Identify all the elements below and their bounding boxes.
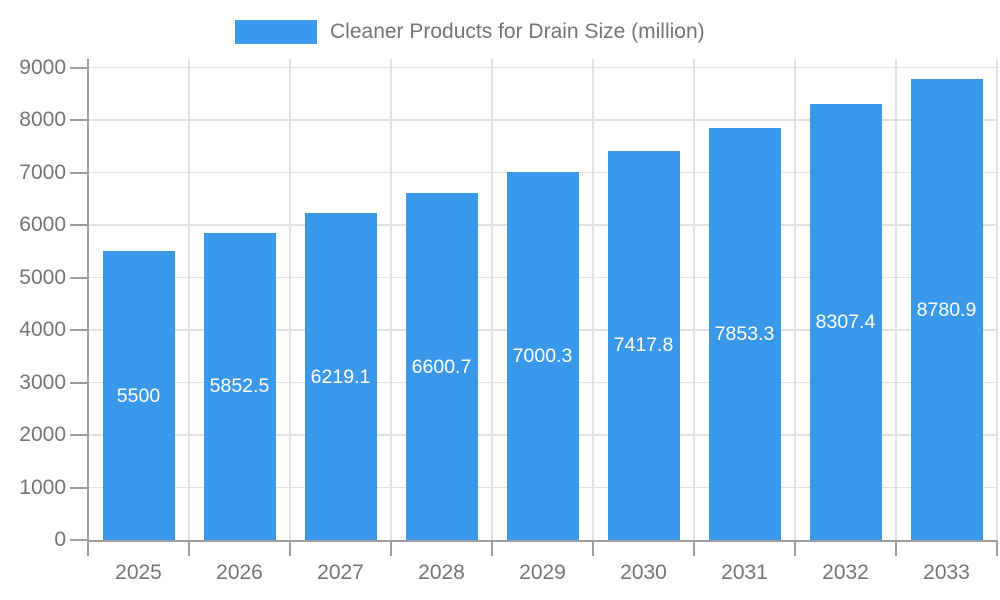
y-axis-tick-label: 3000: [19, 370, 66, 394]
bar[interactable]: [203, 232, 276, 540]
bar-value-label: 7000.3: [512, 345, 573, 368]
x-gridline: [188, 59, 190, 540]
x-tick-mark: [289, 540, 291, 556]
y-gridline: [88, 66, 997, 69]
x-axis-tick-label: 2027: [317, 561, 364, 584]
bar-value-label: 6600.7: [411, 355, 472, 378]
x-tick-mark: [592, 540, 594, 556]
bar[interactable]: [809, 103, 882, 540]
y-tick-mark: [70, 276, 88, 279]
y-axis-tick-label: 6000: [19, 213, 66, 236]
x-tick-mark: [188, 540, 190, 556]
x-axis-tick-label: 2026: [216, 561, 263, 584]
x-axis-tick-label: 2032: [822, 561, 869, 584]
bar-value-label: 8307.4: [815, 310, 876, 333]
x-gridline: [693, 59, 695, 540]
bar[interactable]: [304, 213, 377, 540]
y-tick-mark: [70, 329, 88, 331]
y-tick-mark: [70, 224, 88, 226]
y-tick-mark: [70, 66, 88, 69]
x-axis-tick-label: 2030: [620, 561, 667, 584]
x-axis-tick-label: 2033: [923, 561, 970, 584]
bar[interactable]: [506, 172, 579, 540]
y-tick-mark: [70, 381, 88, 384]
y-tick-mark: [70, 434, 88, 436]
bar-value-label: 5852.5: [209, 375, 270, 398]
legend-swatch-icon: [235, 20, 317, 44]
y-axis-tick-label: 9000: [19, 55, 66, 79]
x-gridline: [289, 59, 291, 540]
x-axis-tick-label: 2029: [519, 561, 566, 584]
y-tick-mark: [70, 119, 88, 121]
bar[interactable]: [708, 127, 781, 540]
y-gridline: [88, 119, 997, 121]
y-tick-mark: [70, 539, 88, 541]
bar[interactable]: [405, 193, 478, 540]
x-gridline: [794, 59, 796, 540]
bar-value-label: 5500: [116, 384, 161, 407]
y-axis-tick-label: 5000: [19, 265, 66, 289]
x-gridline: [996, 59, 998, 540]
bar[interactable]: [910, 79, 983, 540]
x-gridline: [895, 59, 897, 540]
x-tick-mark: [390, 540, 392, 556]
bar-value-label: 7417.8: [613, 334, 674, 357]
x-axis-tick-label: 2025: [115, 561, 162, 584]
x-tick-mark: [895, 540, 897, 556]
y-axis-tick-label: 1000: [19, 475, 66, 499]
y-axis-tick-label: 8000: [19, 108, 66, 131]
x-tick-mark: [693, 540, 695, 556]
y-tick-mark: [70, 486, 88, 489]
bar-value-label: 6219.1: [310, 365, 371, 388]
y-tick-mark: [70, 171, 88, 174]
bar[interactable]: [102, 251, 175, 540]
x-tick-mark: [996, 540, 998, 556]
x-axis-line: [88, 539, 997, 542]
x-axis-tick-label: 2031: [721, 561, 768, 584]
x-tick-mark: [491, 540, 493, 556]
y-axis-line: [87, 59, 89, 556]
bar-value-label: 7853.3: [714, 322, 775, 345]
x-gridline: [491, 59, 493, 540]
bar-value-label: 8780.9: [916, 298, 977, 321]
legend-label: Cleaner Products for Drain Size (million…: [330, 20, 705, 43]
x-gridline: [390, 59, 392, 540]
x-axis-tick-label: 2028: [418, 561, 465, 584]
bar[interactable]: [607, 150, 680, 540]
y-axis-tick-label: 4000: [19, 318, 66, 341]
x-gridline: [592, 59, 594, 540]
y-axis-tick-label: 0: [54, 528, 66, 551]
y-axis-tick-label: 2000: [19, 423, 66, 446]
x-tick-mark: [794, 540, 796, 556]
y-axis-tick-label: 7000: [19, 160, 66, 184]
legend-item[interactable]: Cleaner Products for Drain Size (million…: [235, 20, 705, 44]
